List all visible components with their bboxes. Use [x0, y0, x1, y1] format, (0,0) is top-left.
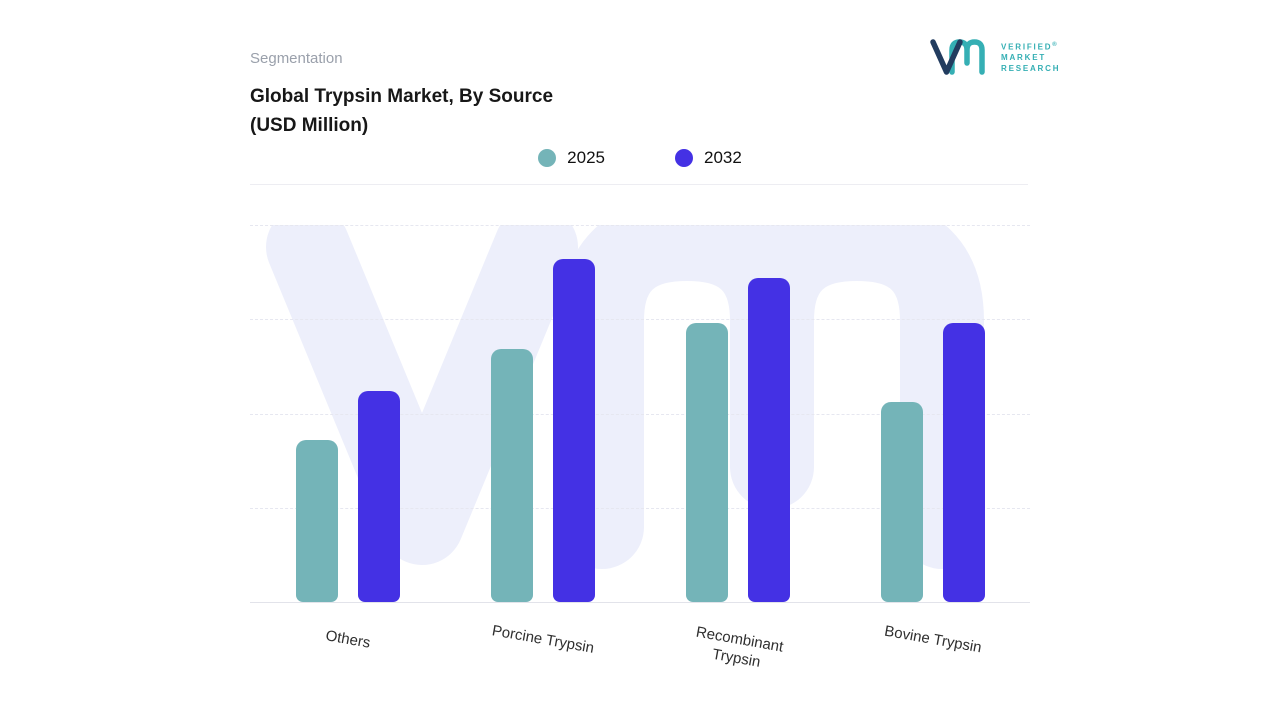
vmr-logo: VERIFIED® MARKET RESEARCH — [928, 36, 1060, 78]
logo-line-1: VERIFIED® — [1001, 41, 1059, 52]
category-label: Recombinant Trypsin — [694, 623, 785, 671]
category-label: Others — [323, 627, 372, 652]
registered-mark: ® — [1052, 41, 1059, 48]
category-label: Porcine Trypsin — [490, 622, 595, 657]
chart-title: Global Trypsin Market, By Source (USD Mi… — [250, 82, 553, 140]
vmr-monogram-icon — [930, 39, 985, 75]
gridline-25 — [250, 319, 1030, 321]
chart-title-line1: Global Trypsin Market, By Source — [250, 86, 554, 107]
gridline-75 — [250, 507, 1030, 509]
plot-area: Others Porcine Trypsin Recombinant Trypsin… — [250, 225, 1030, 671]
chart-legend: 2025 2032 — [250, 148, 1030, 168]
bar-2032-bovine-trypsin — [942, 323, 985, 602]
legend-item-2032: 2032 — [675, 148, 742, 168]
header-divider — [250, 184, 1028, 185]
bar-2032-recombinant-trypsin — [747, 277, 790, 602]
bar-group-porcine-trypsin: Porcine Trypsin — [445, 225, 640, 657]
bar-2025-bovine-trypsin — [880, 402, 923, 602]
gridline-50 — [250, 413, 1030, 415]
logo-line-3: RESEARCH — [1001, 63, 1061, 73]
bar-2025-porcine-trypsin — [490, 349, 533, 602]
legend-dot-2025 — [538, 149, 557, 167]
bar-groups: Others Porcine Trypsin Recombinant Trypsin… — [250, 225, 1030, 671]
section-label: Segmentation — [250, 50, 343, 67]
legend-label-2025: 2025 — [567, 148, 605, 167]
gridline-top — [250, 225, 1030, 226]
vmr-logo-text: VERIFIED® MARKET RESEARCH — [1001, 40, 1060, 74]
bar-2025-others — [295, 439, 338, 602]
legend-dot-2032 — [675, 149, 693, 167]
category-label: Bovine Trypsin — [882, 622, 983, 657]
bar-2032-others — [357, 390, 400, 602]
legend-item-2025: 2025 — [538, 148, 605, 168]
legend-label-2032: 2032 — [704, 148, 742, 167]
bar-2025-recombinant-trypsin — [685, 323, 728, 602]
logo-line-2: MARKET — [1001, 53, 1047, 63]
chart-title-line2: (USD Million) — [250, 115, 369, 136]
bar-group-others: Others — [250, 225, 445, 652]
bar-group-recombinant-trypsin: Recombinant Trypsin — [640, 225, 835, 671]
bar-2032-porcine-trypsin — [552, 258, 595, 602]
bar-group-bovine-trypsin: Bovine Trypsin — [835, 225, 1030, 656]
